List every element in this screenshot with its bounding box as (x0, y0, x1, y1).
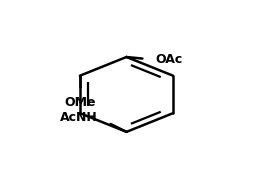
Text: OMe: OMe (64, 96, 96, 109)
Text: OAc: OAc (155, 53, 183, 66)
Text: AcNH: AcNH (60, 111, 97, 124)
